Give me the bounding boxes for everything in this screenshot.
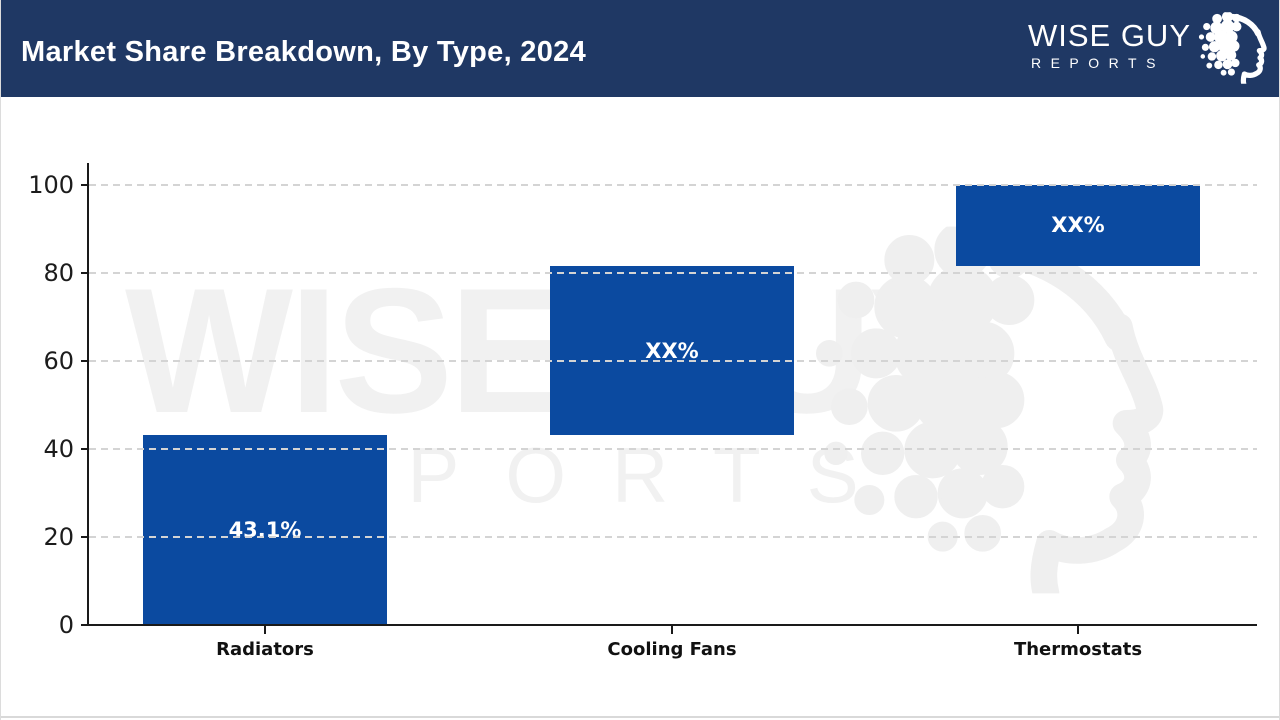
bar-value-label: 43.1% [228,518,302,543]
y-tick-label: 100 [28,171,74,199]
x-tick-mark [264,626,266,634]
y-tick-label: 80 [43,259,74,287]
header-bar: Market Share Breakdown, By Type, 2024 WI… [1,0,1279,97]
y-tick-mark [81,448,89,450]
x-tick-mark [1077,626,1079,634]
x-tick-label: Radiators [216,639,314,660]
bar-value-label: XX% [645,338,699,363]
y-tick-label: 0 [58,611,74,639]
y-tick-mark [81,272,89,274]
bar-radiators: 43.1% [143,435,387,625]
y-tick-mark [81,624,89,626]
gridline [89,184,1257,186]
gridline [89,272,1257,274]
gridline [89,448,1257,450]
bar-cooling-fans: XX% [550,265,794,436]
x-axis-line [87,624,1257,626]
gridline [89,536,1257,538]
y-tick-label: 40 [43,435,74,463]
y-axis-line [87,163,89,626]
logo-wiseguy-label: WISE GUY [1027,18,1191,53]
watermark-head-icon [796,226,1196,594]
y-tick-label: 60 [43,347,74,375]
x-tick-label: Thermostats [1013,639,1143,660]
bar-thermostats: XX% [956,185,1200,266]
y-tick-mark [81,536,89,538]
gridline [89,360,1257,362]
wiseguy-logo-text: WISE GUY REPORTS [1028,20,1191,70]
logo-reports-label: REPORTS [1030,55,1165,71]
y-tick-label: 20 [43,523,74,551]
bar-value-label: XX% [1051,213,1105,238]
y-tick-mark [81,184,89,186]
x-tick-label: Cooling Fans [607,639,737,660]
wiseguy-logo: WISE GUY REPORTS [1028,7,1273,91]
bottom-border [1,716,1279,718]
x-tick-mark [671,626,673,634]
y-tick-mark [81,360,89,362]
chart-title: Market Share Breakdown, By Type, 2024 [21,36,587,68]
